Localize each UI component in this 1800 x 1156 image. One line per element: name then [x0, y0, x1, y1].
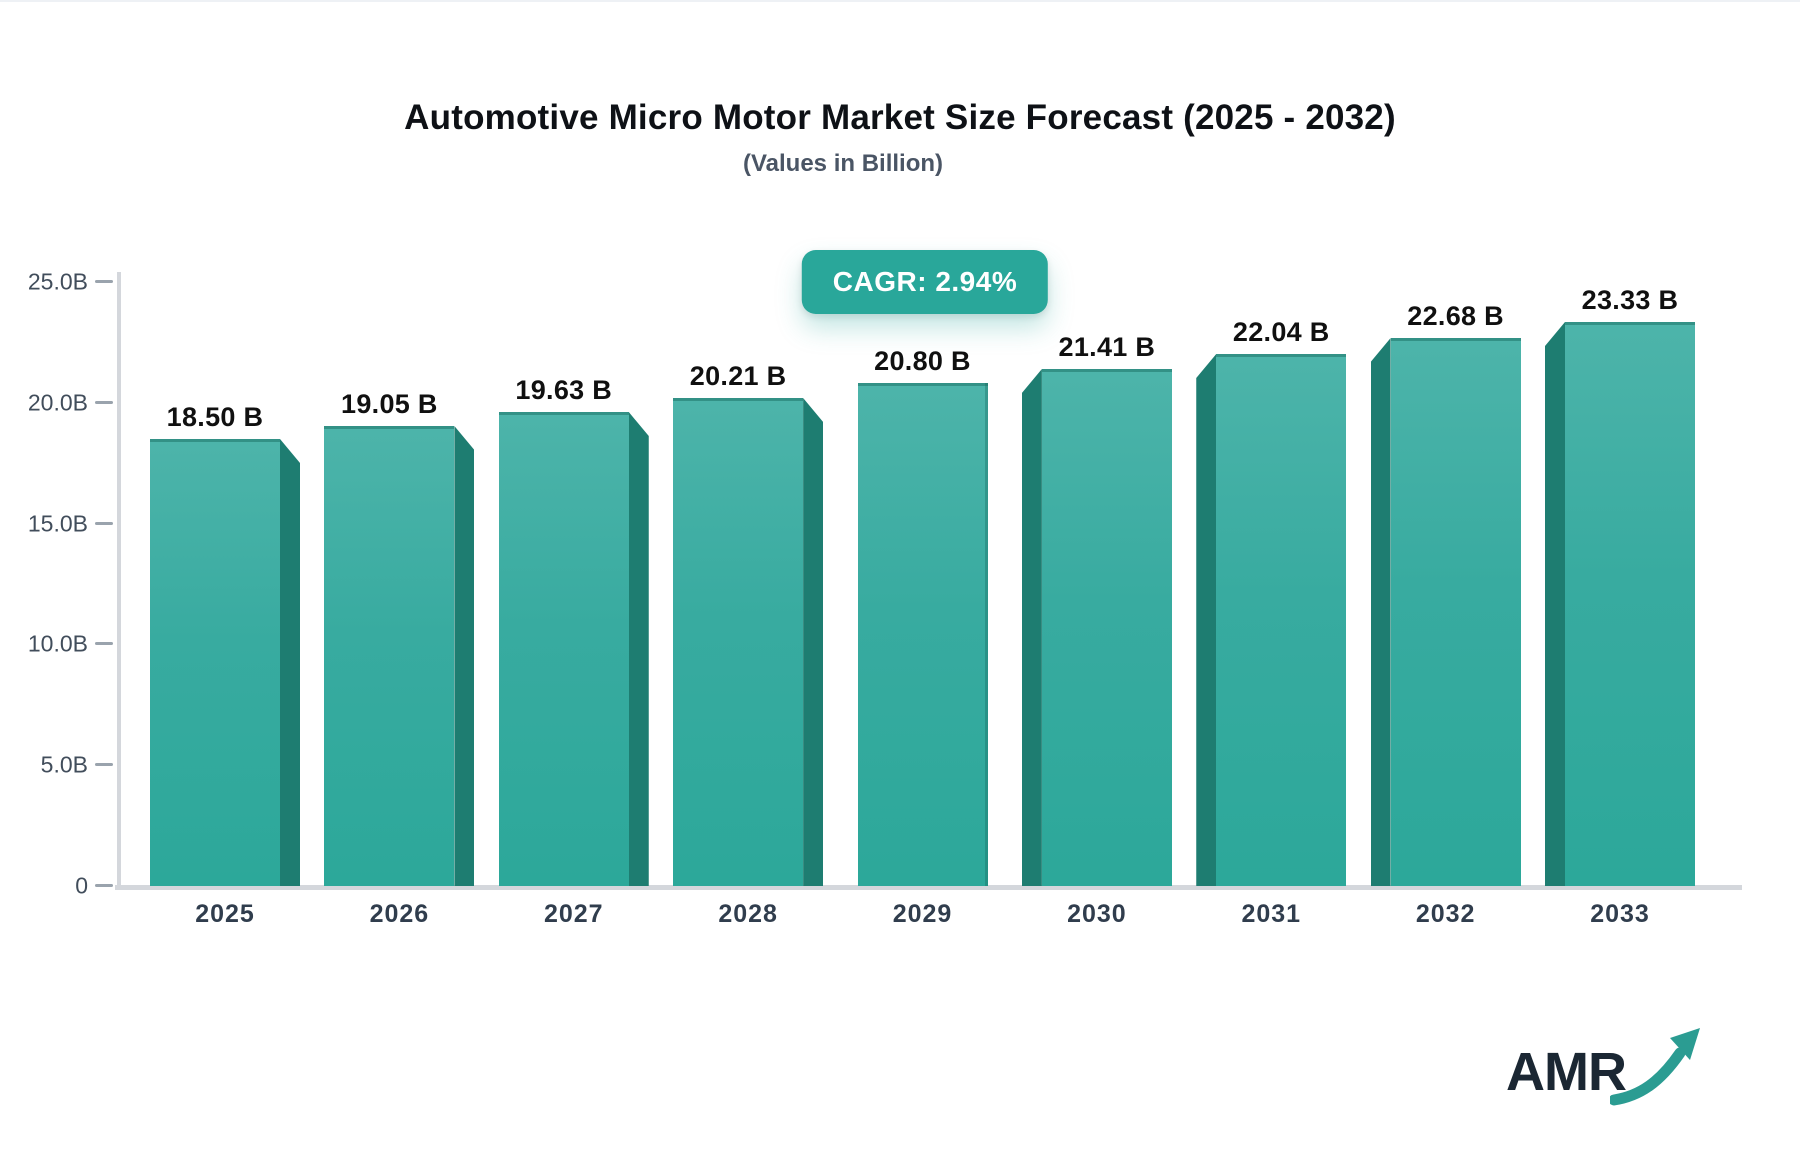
- bar-slot-2025: 18.50 B: [150, 282, 300, 886]
- bar-face: [498, 412, 629, 886]
- bar-face: [1216, 354, 1347, 886]
- bar-value-label: 23.33 B: [1581, 285, 1679, 315]
- y-tick-label: 20.0B: [27, 389, 88, 416]
- bar-slot-2032: 22.68 B: [1370, 282, 1521, 886]
- bar-slot-2031: 22.04 B: [1196, 282, 1347, 886]
- bar-value-label: 22.68 B: [1407, 301, 1504, 331]
- bar-side-shade: [1196, 354, 1217, 886]
- bar-side-shade: [280, 439, 300, 886]
- y-tick-mark: [95, 521, 113, 525]
- y-tick-mark: [95, 400, 113, 404]
- bar-slot-2027: 19.63 B: [498, 282, 649, 886]
- bar-slot-2026: 19.05 B: [324, 282, 475, 886]
- y-axis: 25.0B 20.0B 15.0B 10.0B 5.0B 0: [0, 269, 120, 899]
- x-axis-label: 2030: [1067, 900, 1127, 928]
- x-axis-line: [115, 885, 1742, 890]
- bar-slot-2029: 20.80 B: [848, 282, 998, 886]
- y-tick-label: 5.0B: [40, 751, 88, 778]
- y-tick-label: 15.0B: [27, 510, 88, 537]
- y-tick-mark: [95, 763, 113, 767]
- y-tick-mark: [95, 642, 113, 646]
- y-tick-mark: [95, 884, 113, 887]
- bar-slot-2030: 21.41 B: [1021, 282, 1172, 886]
- bar: [1370, 338, 1521, 886]
- chart-subtitle: (Values in Billion): [742, 150, 944, 177]
- cagr-badge: CAGR: 2.94%: [801, 250, 1049, 314]
- x-axis-label: 2029: [892, 900, 953, 928]
- bar: [150, 439, 300, 886]
- bar-value-label: 20.80 B: [874, 346, 971, 376]
- x-axis-labels: 2025 2026 2027 2028 2029 2030 2031 2032 2033: [150, 900, 1695, 929]
- plot-area: 18.50 B 19.05 B 19.63 B 20.21 B 20.80 B 21.41…: [115, 272, 1742, 890]
- bar-side-shade: [454, 426, 475, 886]
- amr-logo: AMR: [1506, 1024, 1702, 1120]
- bar: [1196, 354, 1347, 886]
- bar-side-shade: [1021, 369, 1042, 886]
- x-axis-label: 2025: [195, 900, 255, 928]
- x-axis-label: 2031: [1241, 900, 1302, 928]
- bar-face: [673, 398, 804, 886]
- bar: [498, 412, 649, 886]
- bar-value-label: 18.50 B: [166, 402, 264, 432]
- bar: [848, 383, 998, 886]
- y-axis-line: [117, 272, 121, 888]
- bar-face: [324, 426, 455, 886]
- bar-side-shade: [803, 398, 824, 886]
- bar-side-shade: [628, 412, 649, 886]
- growth-arrow-icon: [1610, 1028, 1700, 1106]
- y-tick-label: 0: [75, 872, 88, 899]
- bar-value-label: 21.41 B: [1058, 332, 1156, 362]
- y-tick-label: 25.0B: [27, 268, 88, 295]
- bar-face: [1565, 322, 1695, 886]
- x-axis-label: 2032: [1415, 900, 1476, 928]
- bar: [673, 398, 824, 886]
- bar-side-shade: [1370, 338, 1391, 886]
- bar-side-shade: [1545, 322, 1565, 886]
- chart-title: Automotive Micro Motor Market Size Forec…: [404, 98, 1396, 137]
- x-axis-label: 2028: [718, 900, 778, 928]
- bars-group: 18.50 B 19.05 B 19.63 B 20.21 B 20.80 B 21.41…: [150, 282, 1695, 886]
- x-axis-label: 2026: [369, 900, 430, 928]
- bar-face: [150, 439, 280, 886]
- x-axis-label: 2027: [543, 900, 604, 928]
- amr-logo-text: AMR: [1506, 1042, 1627, 1102]
- y-tick-mark: [95, 280, 113, 283]
- bar: [1545, 322, 1695, 886]
- x-axis-label: 2033: [1590, 900, 1650, 928]
- bar-face: [1041, 369, 1172, 886]
- bar-value-label: 19.05 B: [341, 389, 438, 419]
- bar-value-label: 22.04 B: [1232, 317, 1330, 347]
- bar-face: [857, 383, 988, 886]
- bar-face: [1390, 338, 1521, 886]
- bar-slot-2028: 20.21 B: [673, 282, 824, 886]
- bar-slot-2033: 23.33 B: [1545, 282, 1695, 886]
- bar: [1021, 369, 1172, 886]
- y-tick-label: 10.0B: [27, 630, 88, 657]
- bar: [324, 426, 475, 886]
- bar-value-label: 20.21 B: [689, 361, 787, 391]
- bar-value-label: 19.63 B: [515, 375, 613, 405]
